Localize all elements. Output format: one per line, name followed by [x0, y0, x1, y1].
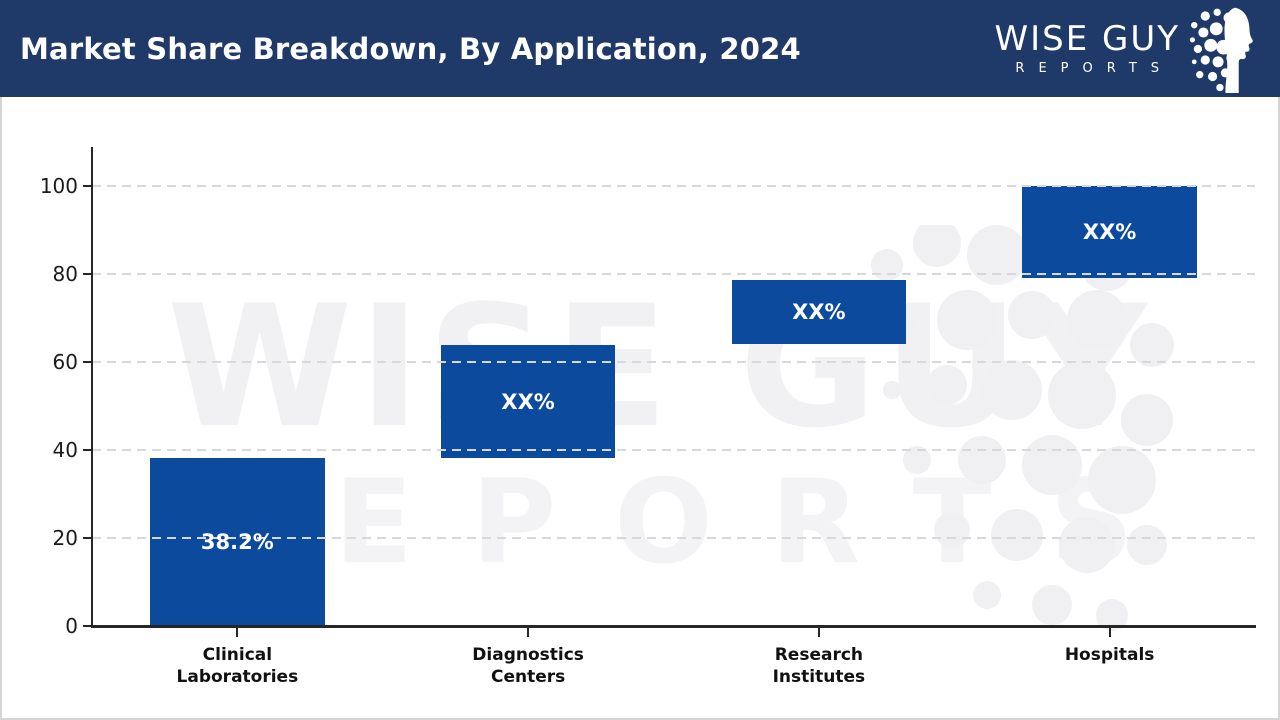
y-tick-label: 20 [52, 526, 78, 550]
wiseguy-logo: WISE GUY REPORTS [994, 5, 1254, 93]
header-bar: Market Share Breakdown, By Application, … [0, 0, 1280, 97]
x-category-label: Research Institutes [772, 645, 866, 688]
logo-face-icon [1189, 7, 1253, 93]
y-tick-mark [83, 625, 92, 627]
logo-wordmark: WISE GUY [994, 18, 1180, 59]
x-category-label: Clinical Laboratories [176, 645, 299, 688]
y-tick-label: 80 [52, 262, 78, 286]
bar [731, 280, 907, 345]
y-tick-mark [83, 185, 92, 187]
x-tick-mark [817, 628, 820, 637]
logo-subtitle: REPORTS [1015, 60, 1174, 76]
bar [150, 457, 325, 626]
y-gridline [92, 449, 1255, 451]
axis-bottom-spine [91, 625, 1256, 628]
y-tick-mark [83, 361, 92, 363]
chart-title: Market Share Breakdown, By Application, … [20, 31, 801, 66]
axis-left-spine [91, 147, 93, 628]
x-tick-mark [527, 628, 530, 637]
y-gridline [92, 361, 1255, 363]
logo-text: WISE GUY REPORTS [994, 22, 1180, 76]
bar [440, 345, 616, 458]
x-category-label: Hospitals [1064, 645, 1155, 665]
bar-value-label: XX% [1082, 220, 1137, 245]
y-tick-mark [83, 449, 92, 451]
y-gridline [92, 537, 1255, 539]
x-tick-mark [236, 628, 239, 637]
y-tick-label: 40 [52, 438, 78, 462]
x-tick-mark [1108, 628, 1111, 637]
y-tick-label: 100 [39, 174, 78, 198]
chart-canvas: WISE GUY REPORTS 0 20 40 60 80 100 38.2% XX% XX%… [0, 97, 1280, 720]
y-gridline [92, 273, 1255, 275]
plot-area: 0 20 40 60 80 100 38.2% XX% XX% XX% Clinical Labora… [2, 97, 1278, 718]
bar-value-label: XX% [792, 300, 846, 325]
y-tick-label: 0 [65, 614, 78, 638]
bar-value-label: 38.2% [200, 529, 274, 554]
y-tick-mark [83, 273, 92, 275]
y-tick-mark [83, 537, 92, 539]
x-category-label: Diagnostics Centers [472, 645, 584, 688]
y-tick-label: 60 [52, 350, 78, 374]
bar-value-label: XX% [501, 389, 555, 414]
y-gridline [92, 185, 1255, 187]
